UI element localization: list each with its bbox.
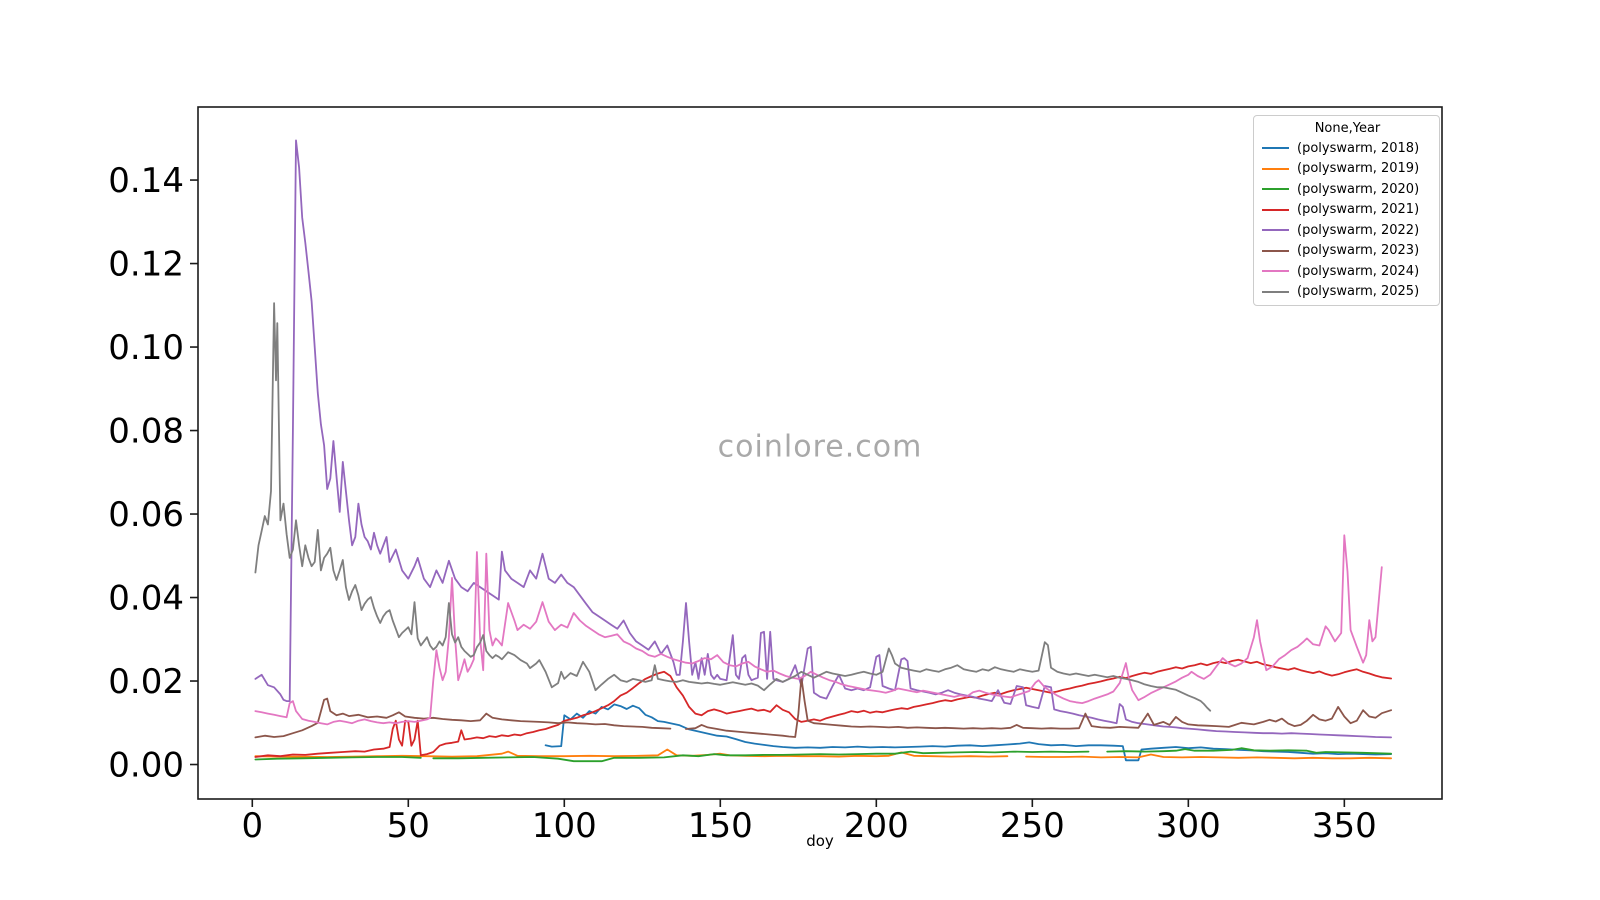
series-line-2020 — [1106, 747, 1392, 755]
series-line-2020 — [432, 750, 1090, 763]
legend-item-2019: (polyswarm, 2019) — [1262, 159, 1433, 180]
legend: None,Year (polyswarm, 2018) (polyswarm, 2… — [1253, 115, 1440, 306]
legend-swatch-2018 — [1262, 147, 1289, 150]
legend-label: (polyswarm, 2020) — [1297, 181, 1420, 197]
series-line-2023 — [685, 676, 1392, 738]
y-tick-label: 0.14 — [108, 161, 184, 201]
y-tick-label: 0.08 — [108, 412, 184, 452]
legend-item-2021: (polyswarm, 2021) — [1262, 200, 1433, 221]
legend-label: (polyswarm, 2021) — [1297, 202, 1420, 218]
x-tick-label: 50 — [387, 806, 430, 846]
legend-swatch-2019 — [1262, 167, 1289, 170]
legend-label: (polyswarm, 2018) — [1297, 140, 1420, 156]
series-line-2024 — [254, 534, 1383, 726]
y-tick-label: 0.06 — [108, 495, 184, 535]
series-line-2019 — [1025, 753, 1392, 760]
x-tick-label: 200 — [844, 806, 909, 846]
legend-label: (polyswarm, 2024) — [1297, 263, 1420, 279]
x-tick-label: 350 — [1312, 806, 1377, 846]
series-line-2023 — [254, 697, 672, 739]
legend-swatch-2020 — [1262, 188, 1289, 191]
x-tick-label: 0 — [241, 806, 263, 846]
legend-item-2025: (polyswarm, 2025) — [1262, 282, 1433, 303]
legend-items: (polyswarm, 2018) (polyswarm, 2019) (polys… — [1262, 138, 1433, 302]
legend-title: None,Year — [1314, 121, 1381, 136]
legend-item-2018: (polyswarm, 2018) — [1262, 138, 1433, 159]
y-tick-label: 0.10 — [108, 328, 184, 368]
x-tick-label: 300 — [1156, 806, 1221, 846]
x-tick-label: 250 — [1000, 806, 1065, 846]
y-tick-label: 0.12 — [108, 245, 184, 285]
legend-item-2024: (polyswarm, 2024) — [1262, 261, 1433, 282]
series-line-2018 — [544, 703, 1392, 762]
series-line-2025 — [254, 302, 1212, 712]
legend-swatch-2022 — [1262, 229, 1289, 232]
watermark: coinlore.com — [717, 429, 923, 465]
y-tick-label: 0.02 — [108, 662, 184, 702]
legend-swatch-2023 — [1262, 249, 1289, 252]
legend-label: (polyswarm, 2019) — [1297, 161, 1420, 177]
legend-item-2020: (polyswarm, 2020) — [1262, 179, 1433, 200]
series-line-2022 — [254, 139, 1392, 739]
legend-label: (polyswarm, 2022) — [1297, 222, 1420, 238]
legend-swatch-2021 — [1262, 208, 1289, 211]
y-tick-label: 0.00 — [108, 746, 184, 786]
legend-swatch-2025 — [1262, 290, 1289, 293]
x-tick-label: 150 — [688, 806, 753, 846]
legend-item-2023: (polyswarm, 2023) — [1262, 241, 1433, 262]
series-line-2020 — [254, 756, 422, 761]
plot-border — [197, 106, 1443, 800]
legend-label: (polyswarm, 2025) — [1297, 284, 1420, 300]
y-tick-label: 0.04 — [108, 579, 184, 619]
legend-swatch-2024 — [1262, 270, 1289, 273]
legend-label: (polyswarm, 2023) — [1297, 243, 1420, 259]
series-line-2021 — [254, 658, 1392, 758]
x-tick-label: 100 — [532, 806, 597, 846]
x-axis-label: doy — [806, 832, 834, 850]
legend-item-2022: (polyswarm, 2022) — [1262, 220, 1433, 241]
